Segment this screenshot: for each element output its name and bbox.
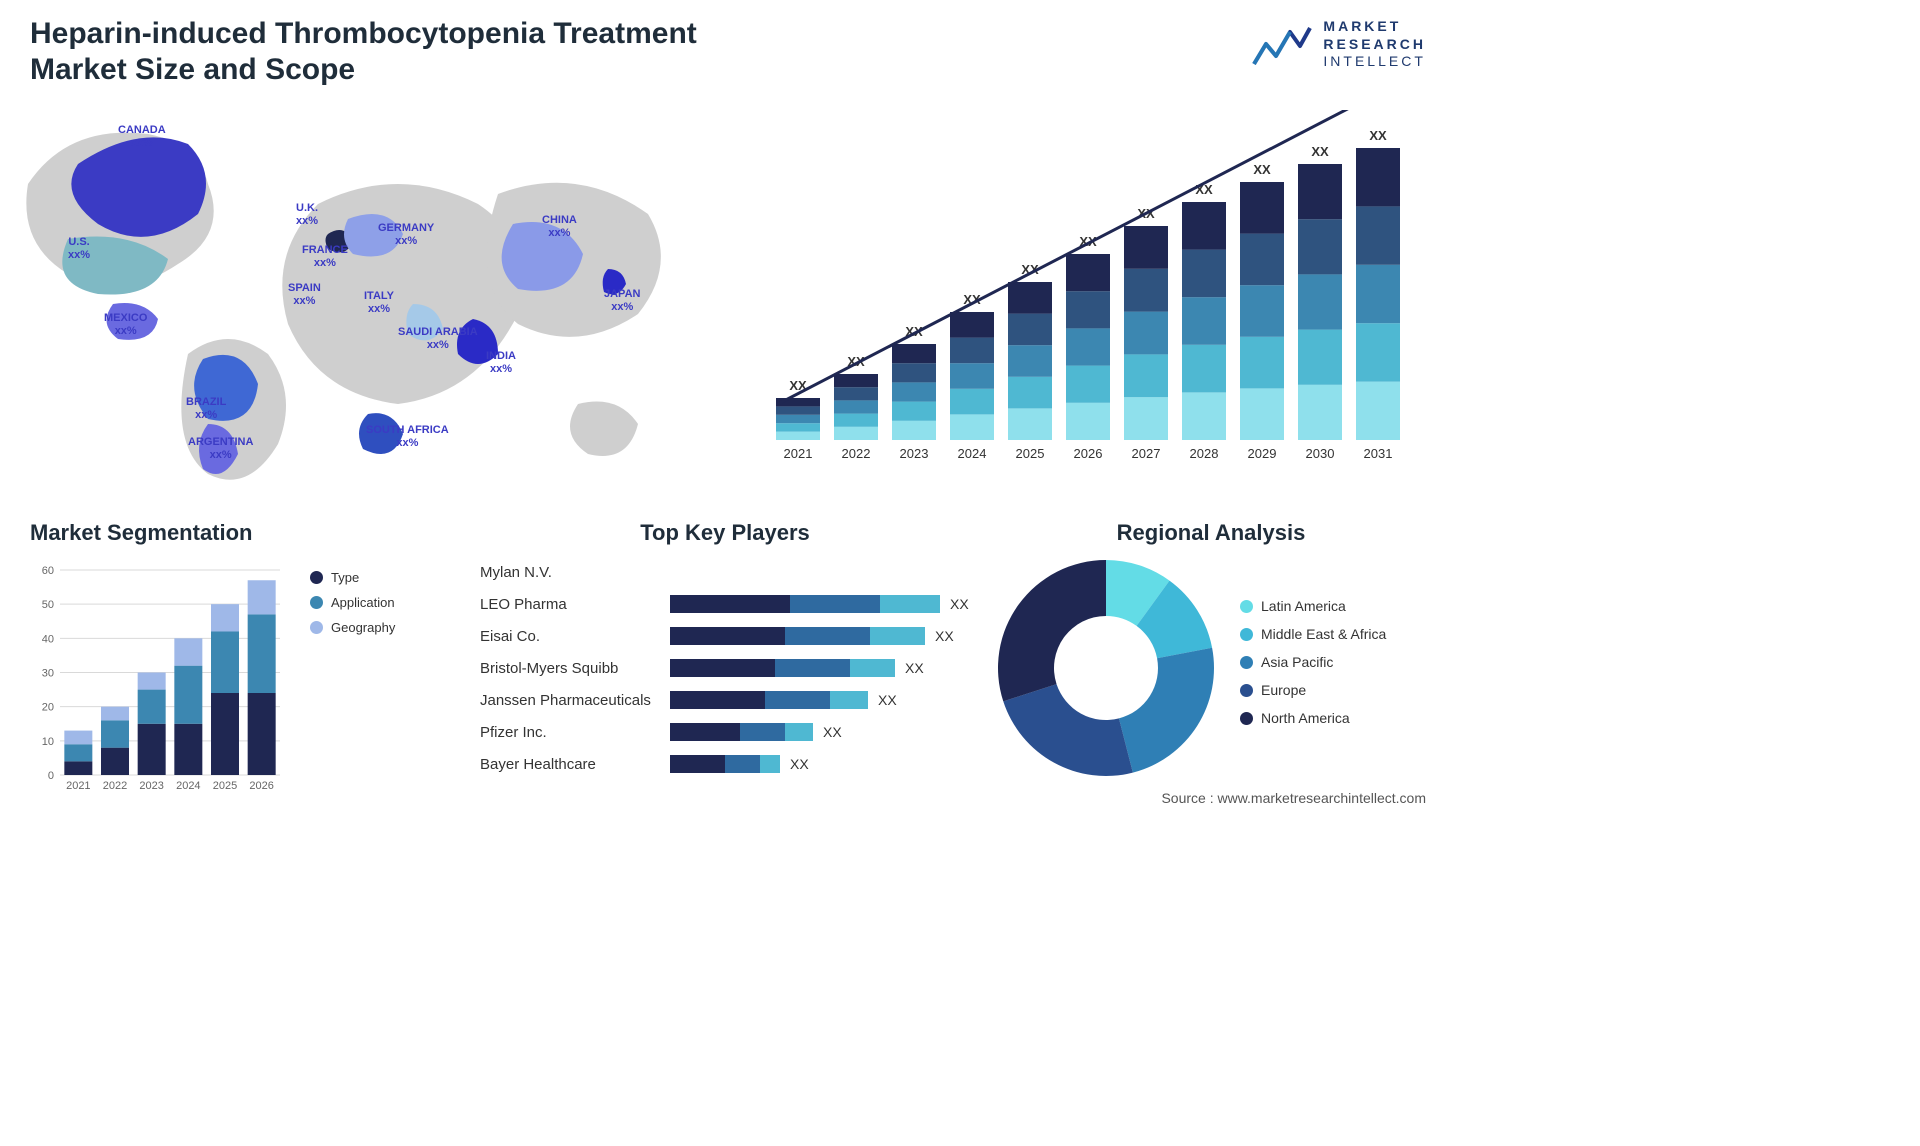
key-players-title: Top Key Players [480, 520, 970, 546]
player-row: Janssen Pharmaceuticals XX [480, 684, 970, 716]
svg-text:10: 10 [42, 736, 54, 748]
player-row: Eisai Co. XX [480, 620, 970, 652]
legend-item: Asia Pacific [1240, 654, 1386, 670]
regional-donut [996, 558, 1216, 778]
player-row: LEO Pharma XX [480, 588, 970, 620]
player-name: LEO Pharma [480, 596, 670, 613]
legend-item: Application [310, 595, 395, 610]
regional-legend: Latin America Middle East & Africa Asia Pa… [1240, 598, 1386, 738]
segmentation-chart: 0 10 20 30 40 50 60 2021 2022 2023 2024 2025 2026 [30, 560, 290, 800]
regional-title: Regional Analysis [996, 520, 1426, 546]
segmentation-legend: Type Application Geography [310, 570, 395, 645]
brand-logo: MARKET RESEARCH INTELLECT [1251, 18, 1426, 71]
map-country-label: SPAINxx% [288, 282, 321, 307]
svg-text:30: 30 [42, 668, 54, 680]
svg-text:2024: 2024 [176, 780, 200, 792]
player-bar [670, 691, 868, 709]
regional-panel: Regional Analysis Latin America Middle Ea… [996, 520, 1426, 778]
player-value: XX [935, 628, 954, 644]
player-name: Pfizer Inc. [480, 724, 670, 741]
player-name: Bayer Healthcare [480, 756, 670, 773]
svg-text:2022: 2022 [842, 446, 871, 461]
player-name: Bristol-Myers Squibb [480, 660, 670, 677]
svg-text:XX: XX [1253, 162, 1271, 177]
legend-item: North America [1240, 710, 1386, 726]
svg-text:2025: 2025 [213, 780, 237, 792]
svg-text:50: 50 [42, 599, 54, 611]
svg-text:60: 60 [42, 565, 54, 577]
player-value: XX [950, 596, 969, 612]
legend-item: Middle East & Africa [1240, 626, 1386, 642]
svg-text:2029: 2029 [1248, 446, 1277, 461]
map-country-label: SAUDI ARABIAxx% [398, 326, 478, 351]
map-country-label: U.S.xx% [68, 236, 90, 261]
svg-text:2025: 2025 [1016, 446, 1045, 461]
logo-text: MARKET RESEARCH INTELLECT [1323, 18, 1426, 71]
map-country-label: CANADAxx% [118, 124, 166, 149]
svg-text:2022: 2022 [103, 780, 127, 792]
map-country-label: SOUTH AFRICAxx% [366, 424, 449, 449]
svg-text:2026: 2026 [1074, 446, 1103, 461]
player-row: Bristol-Myers Squibb XX [480, 652, 970, 684]
svg-text:XX: XX [1369, 128, 1387, 143]
player-row: Pfizer Inc. XX [480, 716, 970, 748]
player-bar [670, 755, 780, 773]
player-bar [670, 595, 940, 613]
svg-text:2027: 2027 [1132, 446, 1161, 461]
growth-bar-chart: XX2021XX2022XX2023XX2024XX2025XX2026XX20… [766, 110, 1426, 470]
legend-item: Latin America [1240, 598, 1386, 614]
svg-text:2030: 2030 [1306, 446, 1335, 461]
svg-text:2023: 2023 [139, 780, 163, 792]
key-players-list: Mylan N.V.LEO PharmaXXEisai Co.XXBristol… [480, 556, 970, 780]
svg-text:2028: 2028 [1190, 446, 1219, 461]
segmentation-panel: Market Segmentation 0 10 20 30 40 50 60 2021 202… [30, 520, 450, 805]
player-row: Bayer Healthcare XX [480, 748, 970, 780]
map-country-label: ARGENTINAxx% [188, 436, 253, 461]
map-country-label: MEXICOxx% [104, 312, 147, 337]
map-country-label: FRANCExx% [302, 244, 348, 269]
player-name: Eisai Co. [480, 628, 670, 645]
legend-item: Europe [1240, 682, 1386, 698]
player-value: XX [905, 660, 924, 676]
source-attribution: Source : www.marketresearchintellect.com [1161, 790, 1426, 806]
player-name: Mylan N.V. [480, 564, 670, 581]
svg-text:2023: 2023 [900, 446, 929, 461]
svg-text:0: 0 [48, 770, 54, 782]
player-name: Janssen Pharmaceuticals [480, 692, 670, 709]
player-value: XX [823, 724, 842, 740]
map-country-label: BRAZILxx% [186, 396, 226, 421]
svg-text:2021: 2021 [784, 446, 813, 461]
map-country-label: CHINAxx% [542, 214, 577, 239]
map-country-label: GERMANYxx% [378, 222, 434, 247]
map-country-label: JAPANxx% [604, 288, 640, 313]
segmentation-title: Market Segmentation [30, 520, 450, 546]
svg-text:XX: XX [1311, 144, 1329, 159]
svg-text:2024: 2024 [958, 446, 987, 461]
svg-text:40: 40 [42, 633, 54, 645]
svg-text:2026: 2026 [249, 780, 273, 792]
page-title: Heparin-induced Thrombocytopenia Treatme… [30, 16, 790, 88]
player-bar [670, 659, 895, 677]
legend-item: Type [310, 570, 395, 585]
player-value: XX [878, 692, 897, 708]
map-country-label: ITALYxx% [364, 290, 394, 315]
svg-text:2021: 2021 [66, 780, 90, 792]
player-row: Mylan N.V. [480, 556, 970, 588]
key-players-panel: Top Key Players Mylan N.V.LEO PharmaXXEi… [480, 520, 970, 780]
player-bar [670, 723, 813, 741]
logo-icon [1251, 20, 1313, 68]
player-bar [670, 627, 925, 645]
player-value: XX [790, 756, 809, 772]
map-country-label: INDIAxx% [486, 350, 516, 375]
legend-item: Geography [310, 620, 395, 635]
map-country-label: U.K.xx% [296, 202, 318, 227]
world-map: CANADAxx% U.S.xx% MEXICOxx% BRAZILxx% ARGENT… [18, 104, 698, 494]
svg-text:2031: 2031 [1364, 446, 1393, 461]
svg-text:20: 20 [42, 702, 54, 714]
